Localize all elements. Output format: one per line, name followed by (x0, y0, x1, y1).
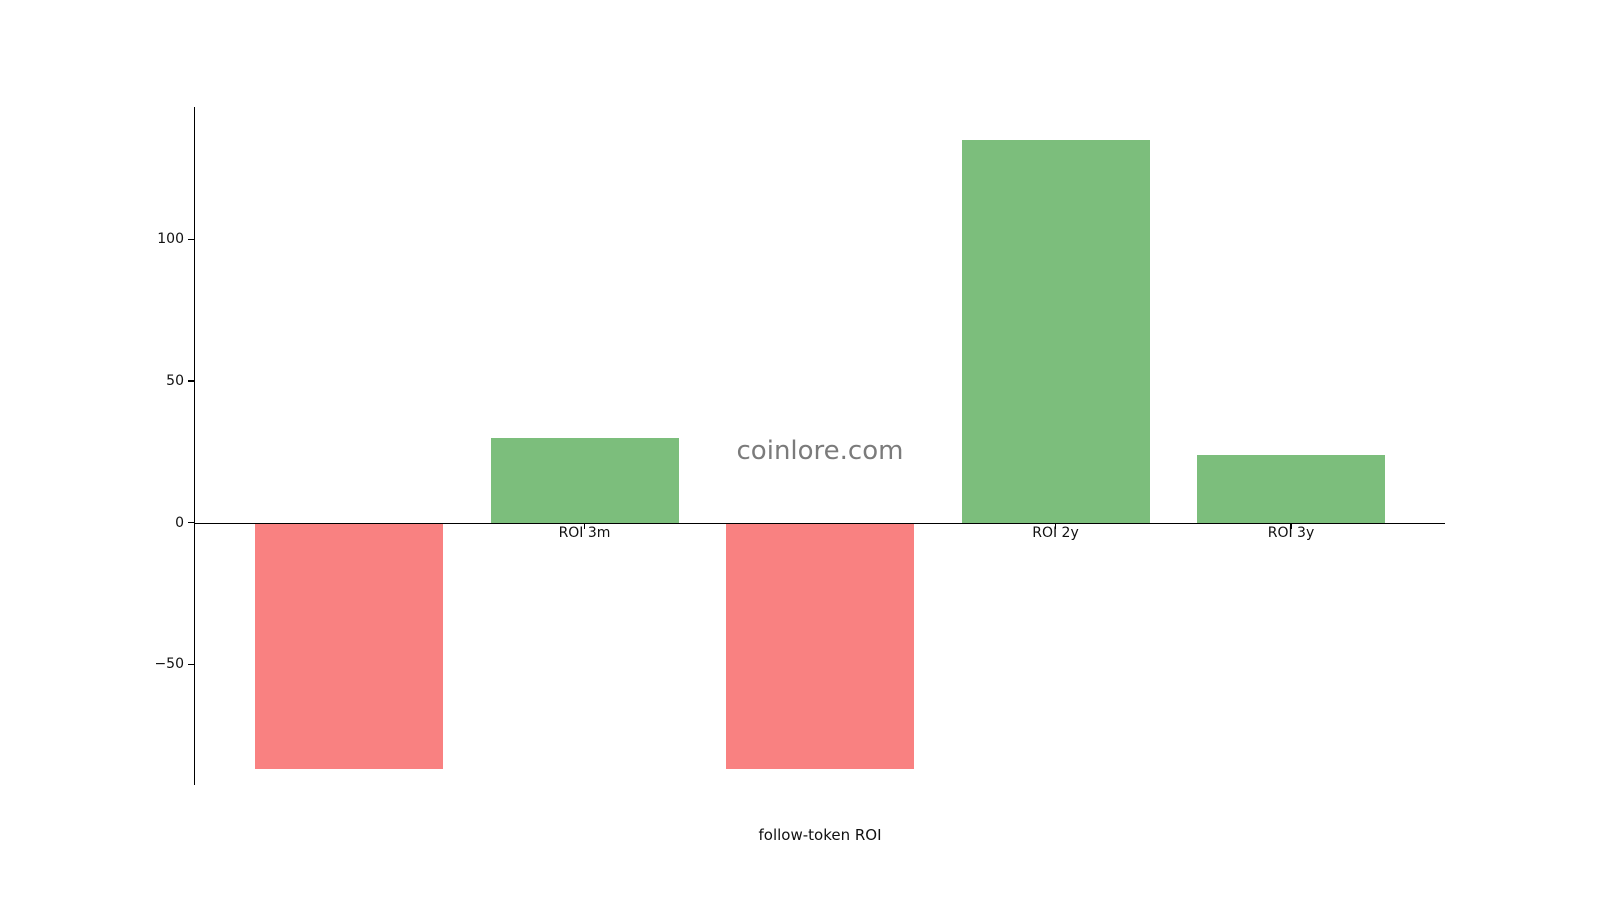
y-tick-mark (188, 522, 195, 524)
x-tick-mark (1290, 522, 1292, 530)
bar-roi-3m (490, 437, 679, 523)
y-tick-label: −50 (154, 656, 184, 673)
y-axis-spine (194, 107, 196, 785)
y-tick-mark (188, 663, 195, 665)
y-tick-mark (188, 380, 195, 382)
bar-unlabeled-2 (726, 522, 914, 770)
x-tick-label: ROI 3m (558, 525, 611, 542)
x-axis-title: follow-token ROI (758, 826, 882, 844)
x-axis-zero-line (195, 522, 1445, 524)
x-tick-label: ROI 2y (1032, 525, 1079, 542)
bar-roi-3y (1197, 454, 1385, 523)
x-tick-label: ROI 3y (1267, 525, 1315, 542)
y-tick-label: 50 (166, 373, 184, 390)
bar-roi-2y (961, 140, 1150, 523)
y-tick-mark (188, 238, 195, 241)
bar-unlabeled-0 (255, 522, 443, 770)
watermark-text: coinlore.com (736, 436, 904, 466)
x-tick-mark (1054, 522, 1057, 530)
y-tick-label: 100 (157, 231, 184, 248)
y-tick-label: 0 (175, 514, 184, 531)
x-tick-mark (583, 522, 586, 530)
